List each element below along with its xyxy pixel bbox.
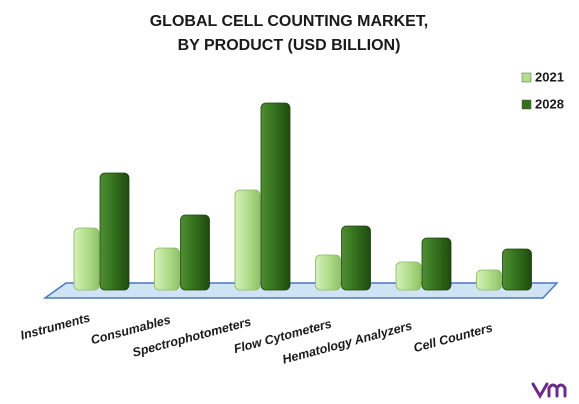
legend-label: 2021 [535, 69, 564, 84]
bar [502, 248, 532, 291]
bar [315, 254, 341, 291]
chart-title: BY PRODUCT (USD BILLION) [178, 37, 401, 54]
logo [531, 382, 567, 399]
bar [421, 237, 452, 291]
bar [99, 172, 130, 291]
bar [260, 102, 291, 291]
bar [341, 225, 371, 291]
legend-swatch [521, 72, 532, 83]
bar [154, 247, 180, 291]
bar [73, 227, 100, 291]
legend-label: 2028 [535, 96, 564, 111]
legend-swatch [521, 99, 532, 110]
chart-title: GLOBAL CELL COUNTING MARKET, [150, 13, 429, 30]
bar [180, 214, 210, 291]
bar [476, 269, 502, 291]
bar [234, 189, 261, 291]
x-tick-label: Cell Counters [412, 321, 494, 356]
bar [395, 261, 422, 291]
x-tick-label: Instruments [19, 311, 92, 343]
